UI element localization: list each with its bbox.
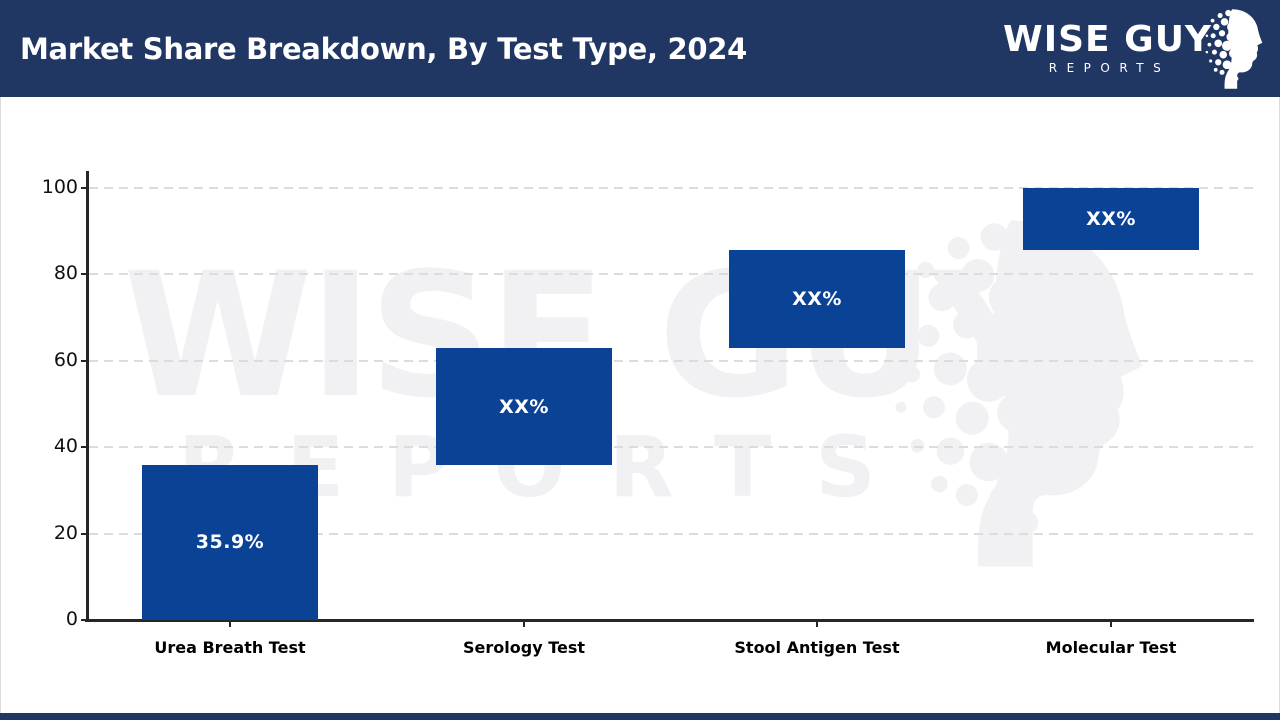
header-bar: Market Share Breakdown, By Test Type, 20…: [0, 0, 1280, 97]
x-axis-tick-mark: [1110, 622, 1112, 627]
bar-serology-test: XX%: [436, 348, 612, 465]
bar-value-label: XX%: [1086, 208, 1136, 231]
x-axis-category-label: Serology Test: [463, 638, 585, 657]
y-axis-tick-label: 20: [53, 521, 78, 544]
y-axis-spine: [86, 170, 89, 622]
brand-logo: WISE GUY REPORTS: [1003, 8, 1280, 90]
y-axis-tick-mark: [81, 619, 87, 621]
gridline-y80: [89, 273, 1253, 276]
footer-bar: [0, 713, 1280, 720]
y-axis-tick-mark: [81, 273, 87, 276]
x-axis-tick-mark: [523, 622, 525, 627]
bar-urea-breath-test: 35.9%: [142, 464, 318, 620]
brand-text: WISE GUY REPORTS: [1002, 19, 1212, 76]
gridline-y20: [89, 532, 1253, 535]
x-axis-spine: [85, 619, 1254, 622]
bar-value-label: 35.9%: [195, 531, 265, 554]
left-border: [0, 97, 1, 713]
bar-value-label: XX%: [499, 395, 549, 418]
brand-name: WISE GUY: [1002, 19, 1212, 60]
y-axis-tick-mark: [81, 446, 87, 449]
x-axis-category-label: Urea Breath Test: [154, 638, 306, 657]
x-axis-category-label: Stool Antigen Test: [734, 638, 900, 657]
brand-sub: REPORTS: [1048, 61, 1171, 75]
y-axis-tick-label: 100: [41, 176, 78, 198]
y-axis-tick-label: 40: [53, 435, 78, 458]
y-axis-tick-mark: [81, 532, 87, 535]
page-title: Market Share Breakdown, By Test Type, 20…: [20, 31, 748, 66]
x-axis-category-label: Molecular Test: [1045, 638, 1177, 657]
dotted-head-profile-icon: [1198, 8, 1270, 90]
y-axis-tick-label: 0: [65, 608, 78, 630]
gridline-y100: [89, 187, 1253, 189]
y-axis-tick-label: 60: [53, 348, 78, 371]
y-axis-tick-mark: [81, 359, 87, 362]
x-axis-tick-mark: [229, 622, 231, 627]
gridline-y60: [89, 359, 1253, 362]
gridline-y40: [89, 446, 1253, 449]
bar-value-label: XX%: [792, 288, 842, 311]
y-axis-tick-label: 80: [53, 262, 78, 285]
bar-stool-antigen-test: XX%: [729, 250, 905, 349]
y-axis-tick-mark: [81, 187, 87, 189]
chart-plot-area: 0 20 40 60 80 100 35.9% Urea Breath Test XX% Sero…: [0, 97, 1280, 713]
x-axis-tick-mark: [816, 622, 818, 627]
bar-molecular-test: XX%: [1023, 188, 1199, 251]
